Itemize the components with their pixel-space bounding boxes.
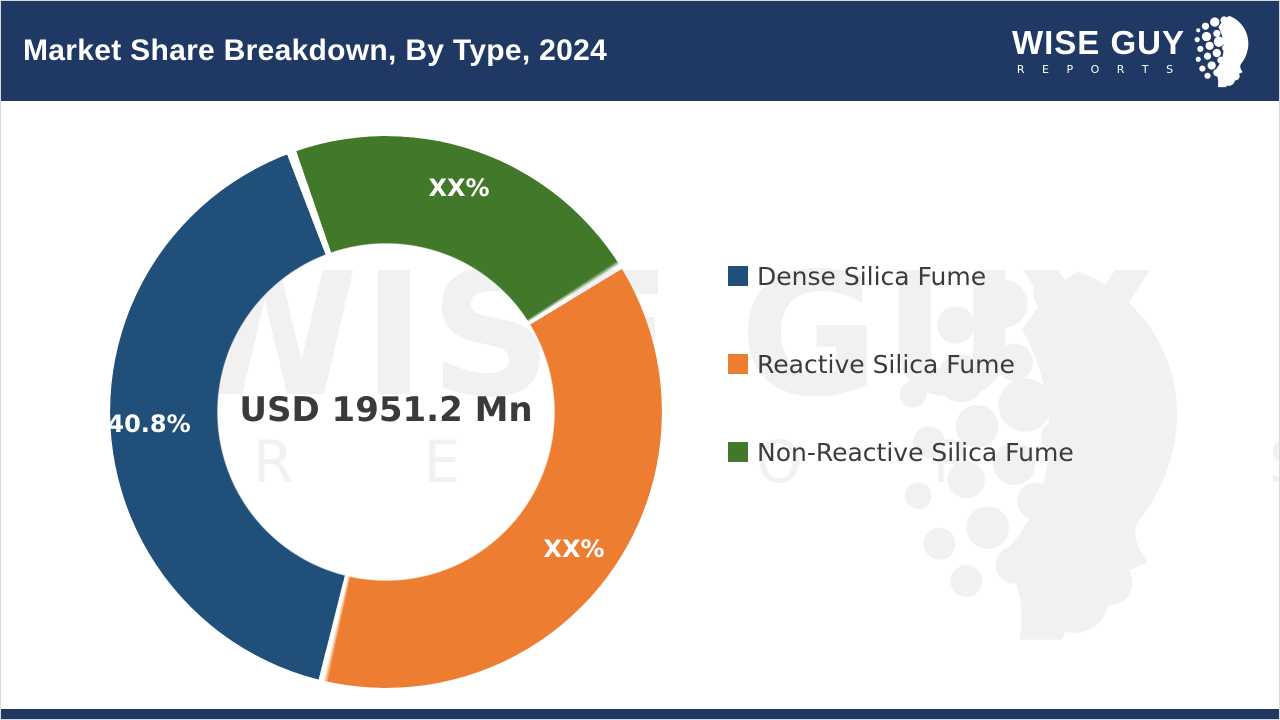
header-bar: Market Share Breakdown, By Type, 2024 WI… [1,1,1279,101]
legend-label-reactive: Reactive Silica Fume [757,349,1015,379]
wise-guy-logo: WISE GUY R E P O R T S [1012,14,1253,88]
logo-name: WISE GUY [1011,24,1185,61]
legend-label-non-reactive: Non-Reactive Silica Fume [757,437,1074,467]
page-title: Market Share Breakdown, By Type, 2024 [23,34,608,67]
legend-item-dense: Dense Silica Fume [728,261,1074,291]
chart-center-value: USD 1951.2 Mn [239,390,533,430]
logo-wordmark: WISE GUY R E P O R T S [1012,26,1185,76]
slice-label-non-reactive: XX% [428,174,490,202]
watermark-face-icon [881,213,1201,693]
donut-chart: XX% XX% 40.8% [107,136,662,688]
chart-area: WISE GUY R E P O R T S XX% XX% 40.8% USD… [1,101,1279,719]
face-logo-icon [1191,14,1253,88]
footer-bar [1,709,1279,719]
logo-tagline: R E P O R T S [1016,63,1181,76]
legend-item-reactive: Reactive Silica Fume [728,349,1074,379]
legend-swatch-dense [728,266,748,286]
legend-swatch-reactive [728,354,748,374]
legend-item-non-reactive: Non-Reactive Silica Fume [728,437,1074,467]
legend-swatch-non-reactive [728,442,748,462]
slice-label-dense: 40.8% [107,410,191,438]
slice-label-reactive: XX% [543,535,605,563]
legend-label-dense: Dense Silica Fume [757,261,987,291]
chart-legend: Dense Silica Fume Reactive Silica Fume N… [728,261,1074,525]
